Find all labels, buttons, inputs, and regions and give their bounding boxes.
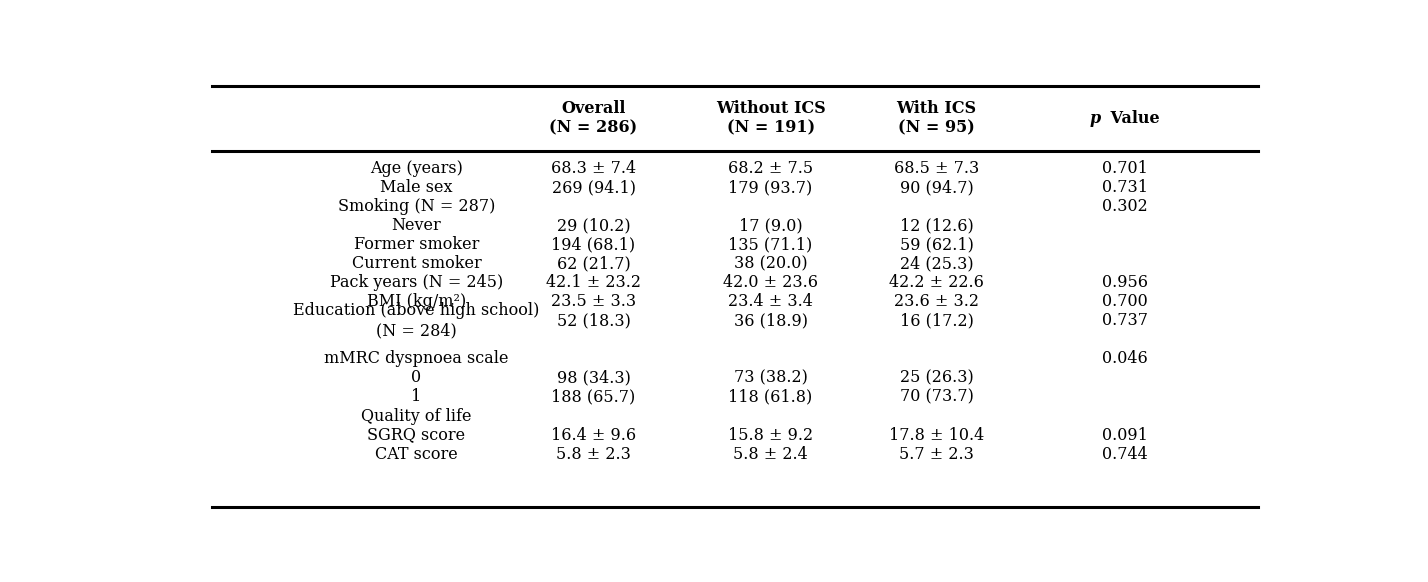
Text: p: p xyxy=(1090,109,1101,126)
Text: 0.956: 0.956 xyxy=(1102,274,1148,291)
Text: 0.737: 0.737 xyxy=(1102,313,1148,329)
Text: 0.091: 0.091 xyxy=(1102,427,1148,443)
Text: 23.4 ± 3.4: 23.4 ± 3.4 xyxy=(728,293,813,310)
Text: Pack years (N = 245): Pack years (N = 245) xyxy=(330,274,503,291)
Text: 42.1 ± 23.2: 42.1 ± 23.2 xyxy=(545,274,641,291)
Text: 29 (10.2): 29 (10.2) xyxy=(557,217,630,234)
Text: 5.8 ± 2.4: 5.8 ± 2.4 xyxy=(733,446,808,463)
Text: 16 (17.2): 16 (17.2) xyxy=(900,313,974,329)
Text: 42.2 ± 22.6: 42.2 ± 22.6 xyxy=(890,274,984,291)
Text: 42.0 ± 23.6: 42.0 ± 23.6 xyxy=(723,274,818,291)
Text: 188 (65.7): 188 (65.7) xyxy=(551,388,635,406)
Text: 24 (25.3): 24 (25.3) xyxy=(900,255,974,272)
Text: 23.6 ± 3.2: 23.6 ± 3.2 xyxy=(894,293,980,310)
Text: 135 (71.1): 135 (71.1) xyxy=(728,236,813,253)
Text: 90 (94.7): 90 (94.7) xyxy=(900,179,974,196)
Text: 98 (34.3): 98 (34.3) xyxy=(557,370,630,386)
Text: 5.7 ± 2.3: 5.7 ± 2.3 xyxy=(900,446,974,463)
Text: 36 (18.9): 36 (18.9) xyxy=(734,313,808,329)
Text: 23.5 ± 3.3: 23.5 ± 3.3 xyxy=(551,293,635,310)
Text: 0.744: 0.744 xyxy=(1102,446,1148,463)
Text: Age (years): Age (years) xyxy=(370,160,463,177)
Text: Former smoker: Former smoker xyxy=(354,236,480,253)
Text: 70 (73.7): 70 (73.7) xyxy=(900,388,974,406)
Text: SGRQ score: SGRQ score xyxy=(367,427,466,443)
Text: mMRC dyspnoea scale: mMRC dyspnoea scale xyxy=(324,350,508,367)
Text: 12 (12.6): 12 (12.6) xyxy=(900,217,974,234)
Text: CAT score: CAT score xyxy=(376,446,458,463)
Text: Without ICS
(N = 191): Without ICS (N = 191) xyxy=(715,100,825,136)
Text: 194 (68.1): 194 (68.1) xyxy=(551,236,635,253)
Text: 17.8 ± 10.4: 17.8 ± 10.4 xyxy=(890,427,984,443)
Text: 73 (38.2): 73 (38.2) xyxy=(734,370,807,386)
Text: 269 (94.1): 269 (94.1) xyxy=(551,179,635,196)
Text: Never: Never xyxy=(391,217,441,234)
Text: 0.701: 0.701 xyxy=(1102,160,1148,177)
Text: Value: Value xyxy=(1105,109,1160,126)
Text: BMI (kg/m²): BMI (kg/m²) xyxy=(367,293,466,310)
Text: Male sex: Male sex xyxy=(380,179,453,196)
Text: Current smoker: Current smoker xyxy=(351,255,481,272)
Text: 15.8 ± 9.2: 15.8 ± 9.2 xyxy=(728,427,813,443)
Text: With ICS
(N = 95): With ICS (N = 95) xyxy=(897,100,977,136)
Text: 0.731: 0.731 xyxy=(1102,179,1148,196)
Text: 17 (9.0): 17 (9.0) xyxy=(738,217,803,234)
Text: 52 (18.3): 52 (18.3) xyxy=(557,313,630,329)
Text: 68.5 ± 7.3: 68.5 ± 7.3 xyxy=(894,160,980,177)
Text: 5.8 ± 2.3: 5.8 ± 2.3 xyxy=(555,446,631,463)
Text: Smoking (N = 287): Smoking (N = 287) xyxy=(338,198,496,215)
Text: 0.700: 0.700 xyxy=(1102,293,1148,310)
Text: Overall
(N = 286): Overall (N = 286) xyxy=(550,100,637,136)
Text: 0.046: 0.046 xyxy=(1102,350,1148,367)
Text: 62 (21.7): 62 (21.7) xyxy=(557,255,630,272)
Text: 16.4 ± 9.6: 16.4 ± 9.6 xyxy=(551,427,635,443)
Text: 1: 1 xyxy=(411,388,421,406)
Text: 118 (61.8): 118 (61.8) xyxy=(728,388,813,406)
Text: 25 (26.3): 25 (26.3) xyxy=(900,370,974,386)
Text: Education (above high school)
(N = 284): Education (above high school) (N = 284) xyxy=(293,303,540,339)
Text: 38 (20.0): 38 (20.0) xyxy=(734,255,807,272)
Text: 0: 0 xyxy=(411,370,421,386)
Text: 68.3 ± 7.4: 68.3 ± 7.4 xyxy=(551,160,635,177)
Text: 179 (93.7): 179 (93.7) xyxy=(728,179,813,196)
Text: 59 (62.1): 59 (62.1) xyxy=(900,236,974,253)
Text: 0.302: 0.302 xyxy=(1102,198,1148,215)
Text: 68.2 ± 7.5: 68.2 ± 7.5 xyxy=(728,160,813,177)
Text: Quality of life: Quality of life xyxy=(361,407,471,424)
